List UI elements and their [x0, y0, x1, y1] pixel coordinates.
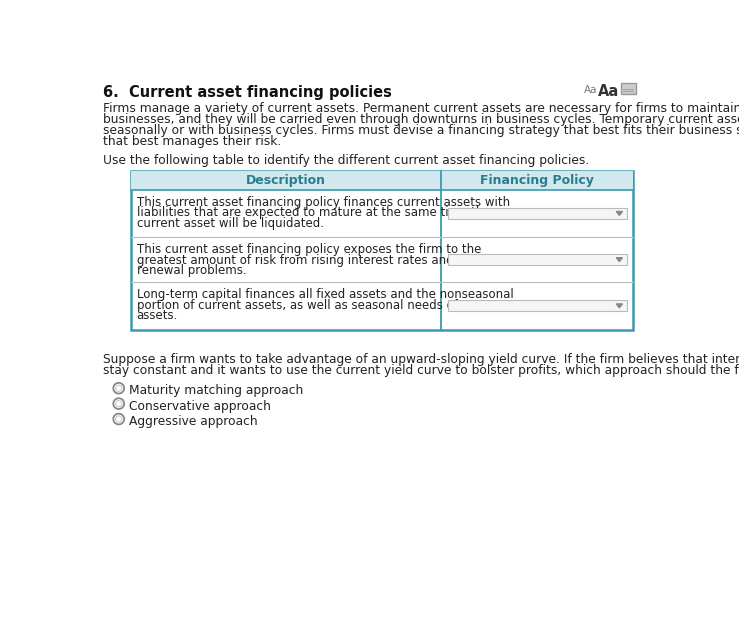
Circle shape: [113, 383, 124, 394]
FancyBboxPatch shape: [448, 301, 627, 311]
Text: businesses, and they will be carried even through downturns in business cycles. : businesses, and they will be carried eve…: [103, 113, 739, 126]
Circle shape: [115, 416, 122, 422]
FancyBboxPatch shape: [131, 171, 633, 190]
Circle shape: [113, 414, 124, 425]
Text: Description: Description: [246, 174, 327, 187]
Text: portion of current assets, as well as seasonal needs of current: portion of current assets, as well as se…: [137, 299, 504, 311]
Polygon shape: [616, 258, 622, 261]
Text: Long-term capital finances all fixed assets and the nonseasonal: Long-term capital finances all fixed ass…: [137, 288, 514, 301]
Polygon shape: [616, 212, 622, 215]
Text: liabilities that are expected to mature at the same time the: liabilities that are expected to mature …: [137, 206, 490, 219]
Text: This current asset financing policy exposes the firm to the: This current asset financing policy expo…: [137, 243, 481, 256]
FancyBboxPatch shape: [131, 171, 633, 329]
Text: that best manages their risk.: that best manages their risk.: [103, 135, 282, 148]
Text: Financing Policy: Financing Policy: [480, 174, 594, 187]
Text: Suppose a firm wants to take advantage of an upward-sloping yield curve. If the : Suppose a firm wants to take advantage o…: [103, 353, 739, 366]
FancyBboxPatch shape: [448, 255, 627, 265]
FancyBboxPatch shape: [448, 208, 627, 219]
FancyBboxPatch shape: [621, 83, 636, 94]
Text: Firms manage a variety of current assets. Permanent current assets are necessary: Firms manage a variety of current assets…: [103, 102, 739, 115]
Text: Aa: Aa: [598, 84, 619, 99]
Text: stay constant and it wants to use the current yield curve to bolster profits, wh: stay constant and it wants to use the cu…: [103, 364, 739, 377]
Polygon shape: [616, 304, 622, 308]
Text: 6.  Current asset financing policies: 6. Current asset financing policies: [103, 85, 392, 100]
Circle shape: [113, 398, 124, 409]
Text: renewal problems.: renewal problems.: [137, 264, 246, 277]
Text: Maturity matching approach: Maturity matching approach: [129, 384, 303, 398]
Text: assets.: assets.: [137, 309, 178, 322]
Text: Use the following table to identify the different current asset financing polici: Use the following table to identify the …: [103, 154, 590, 167]
Text: seasonally or with business cycles. Firms must devise a financing strategy that : seasonally or with business cycles. Firm…: [103, 124, 739, 137]
Text: greatest amount of risk from rising interest rates and loan: greatest amount of risk from rising inte…: [137, 254, 482, 267]
Text: Aa: Aa: [584, 85, 597, 95]
Circle shape: [115, 401, 122, 407]
Circle shape: [115, 385, 122, 391]
Text: This current asset financing policy finances current assets with: This current asset financing policy fina…: [137, 196, 510, 209]
Text: Conservative approach: Conservative approach: [129, 400, 270, 413]
Text: Aggressive approach: Aggressive approach: [129, 415, 257, 428]
Text: current asset will be liquidated.: current asset will be liquidated.: [137, 217, 324, 229]
